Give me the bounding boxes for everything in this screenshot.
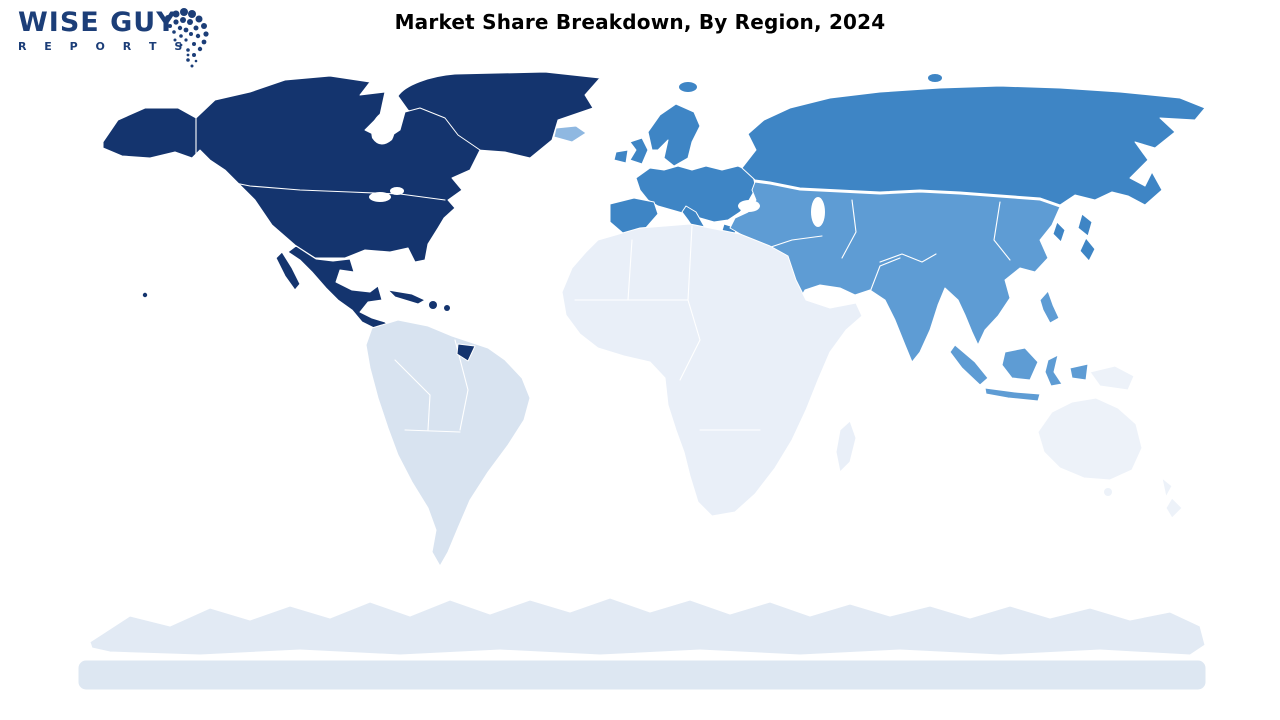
region-madagascar	[835, 420, 857, 473]
wise-guy-reports-logo: WISE GUY R E P O R T S	[18, 8, 228, 70]
page-title: Market Share Breakdown, By Region, 2024	[394, 10, 886, 34]
region-caribbean	[387, 289, 450, 311]
region-south-america	[365, 319, 531, 567]
region-australia	[1037, 365, 1183, 519]
region-french-guiana	[456, 343, 476, 362]
region-central-america	[287, 245, 394, 339]
logo-subtitle: R E P O R T S	[18, 40, 190, 53]
region-russia	[741, 85, 1206, 206]
logo-head-icon	[165, 8, 209, 68]
caspian-sea	[811, 197, 825, 227]
hudson-bay	[371, 110, 395, 145]
region-antarctica-edge	[89, 597, 1206, 656]
region-africa	[561, 223, 863, 517]
region-north-america	[102, 75, 481, 263]
region-southeast-asia	[949, 290, 1089, 402]
region-antarctica-band	[77, 659, 1207, 691]
arctic-islands	[679, 74, 1088, 99]
region-baja	[275, 251, 301, 291]
black-sea	[738, 200, 760, 212]
region-hawaii	[142, 292, 148, 298]
great-lakes	[369, 192, 391, 202]
south-america-borders	[394, 339, 469, 433]
logo-wordmark: WISE GUY	[18, 7, 177, 38]
africa-borders	[574, 225, 761, 431]
great-lakes-2	[390, 187, 404, 195]
region-iceland	[553, 125, 587, 143]
region-japan	[1052, 213, 1096, 262]
